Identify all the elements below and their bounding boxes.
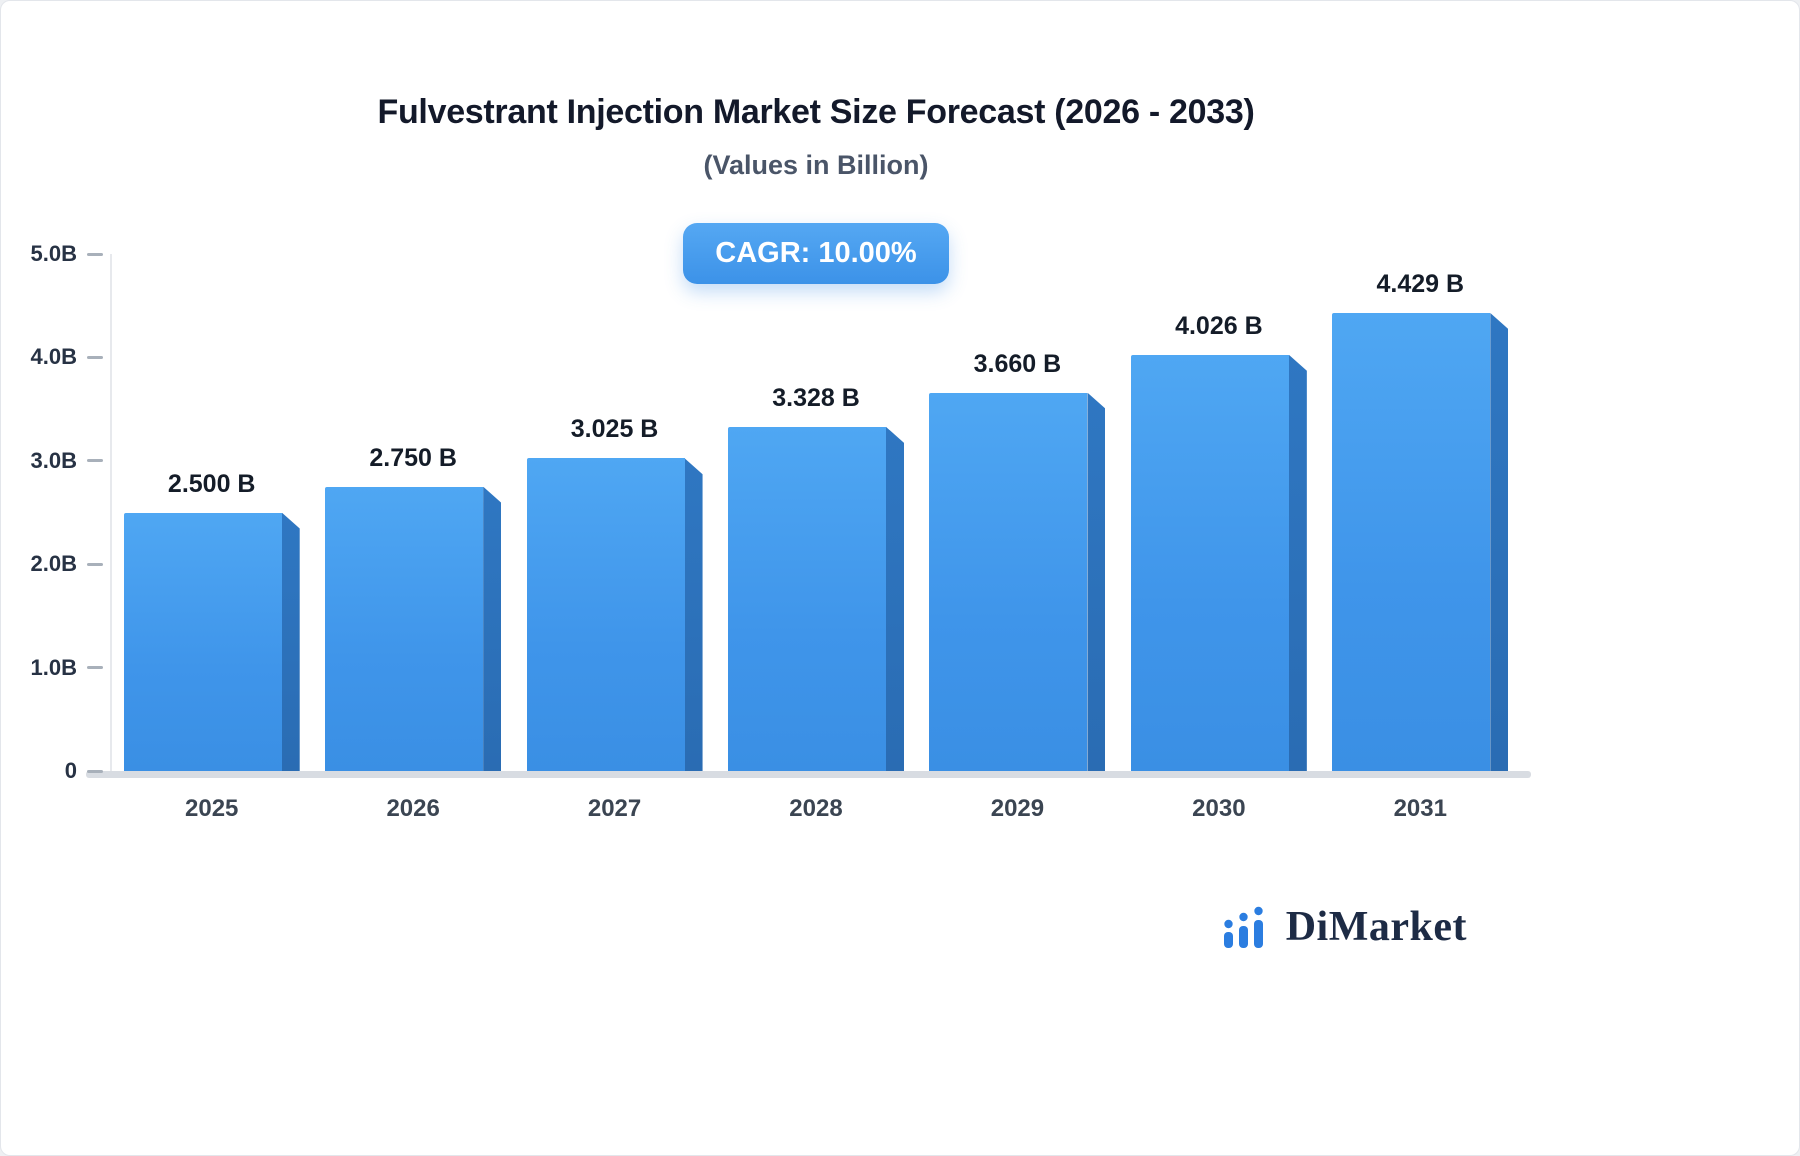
cagr-badge: CAGR: 10.00% xyxy=(683,223,949,284)
x-axis-label: 2025 xyxy=(185,795,239,822)
page-title: Fulvestrant Injection Market Size Foreca… xyxy=(377,93,1255,131)
y-tick-label: 4.0B xyxy=(30,344,77,370)
y-tick-label: 1.0B xyxy=(30,654,77,680)
bar-face xyxy=(325,486,484,771)
bar-face xyxy=(1130,354,1289,771)
dimarket-logo-icon xyxy=(1222,904,1272,950)
bar: 3.025 B xyxy=(526,415,703,771)
y-tick-dash xyxy=(87,459,103,463)
y-tick-dash xyxy=(87,769,103,773)
bar-side-shade xyxy=(1490,313,1509,771)
bar: 3.660 B xyxy=(929,350,1106,771)
chart-subtitle: (Values in Billion) xyxy=(703,150,929,180)
bar: 4.026 B xyxy=(1130,312,1307,771)
bar-value-label: 3.328 B xyxy=(772,383,860,412)
bar-value-label: 4.026 B xyxy=(1175,311,1263,340)
bar: 2.500 B xyxy=(123,470,300,771)
bar: 3.328 B xyxy=(728,384,904,771)
x-axis-label: 2030 xyxy=(1192,795,1246,822)
bar-value-label: 3.025 B xyxy=(570,415,659,444)
y-tick-label: 2.0B xyxy=(30,551,77,577)
bar-face xyxy=(929,392,1088,771)
y-tick-label: 0 xyxy=(64,758,77,783)
y-tick-label: 5.0B xyxy=(30,241,77,266)
bar-value-label: 3.660 B xyxy=(973,349,1062,378)
bar-side-shade xyxy=(1087,392,1106,771)
bar: 4.429 B xyxy=(1332,270,1509,771)
bar-value-label: 4.429 B xyxy=(1376,270,1465,299)
x-axis-label: 2027 xyxy=(587,795,642,822)
bar-face xyxy=(123,512,282,771)
y-tick-dash xyxy=(87,562,103,566)
bar-side-shade xyxy=(886,426,904,771)
y-tick-dash xyxy=(87,355,103,359)
x-axis-label: 2029 xyxy=(990,795,1045,822)
x-axis-label: 2031 xyxy=(1393,795,1447,822)
x-axis-label: 2026 xyxy=(386,795,440,822)
bar-face xyxy=(1332,313,1491,771)
bar-side-shade xyxy=(483,486,502,771)
bar-value-label: 2.500 B xyxy=(167,469,256,498)
y-tick-label: 3.0B xyxy=(30,447,77,473)
bar-face xyxy=(526,458,685,771)
bar-value-label: 2.750 B xyxy=(369,443,457,472)
dimarket-logo: DiMarket xyxy=(1222,903,1467,951)
bar-face xyxy=(728,426,886,771)
y-axis-line xyxy=(110,254,112,771)
y-tick-dash xyxy=(87,252,103,256)
bar-side-shade xyxy=(281,512,300,771)
plot-area: 0 1.0B 2.0B 3.0B 4.0B 5.0B 2.500 B 2025 2.750 B 2… xyxy=(31,241,1531,822)
x-axis-line xyxy=(86,771,1531,778)
bar-side-shade xyxy=(1288,354,1307,771)
logo-text: DiMarket xyxy=(1285,904,1467,950)
bar: 2.750 B xyxy=(325,444,502,771)
y-tick-dash xyxy=(87,666,103,670)
x-axis-label: 2028 xyxy=(789,795,843,822)
bar-side-shade xyxy=(684,458,703,771)
